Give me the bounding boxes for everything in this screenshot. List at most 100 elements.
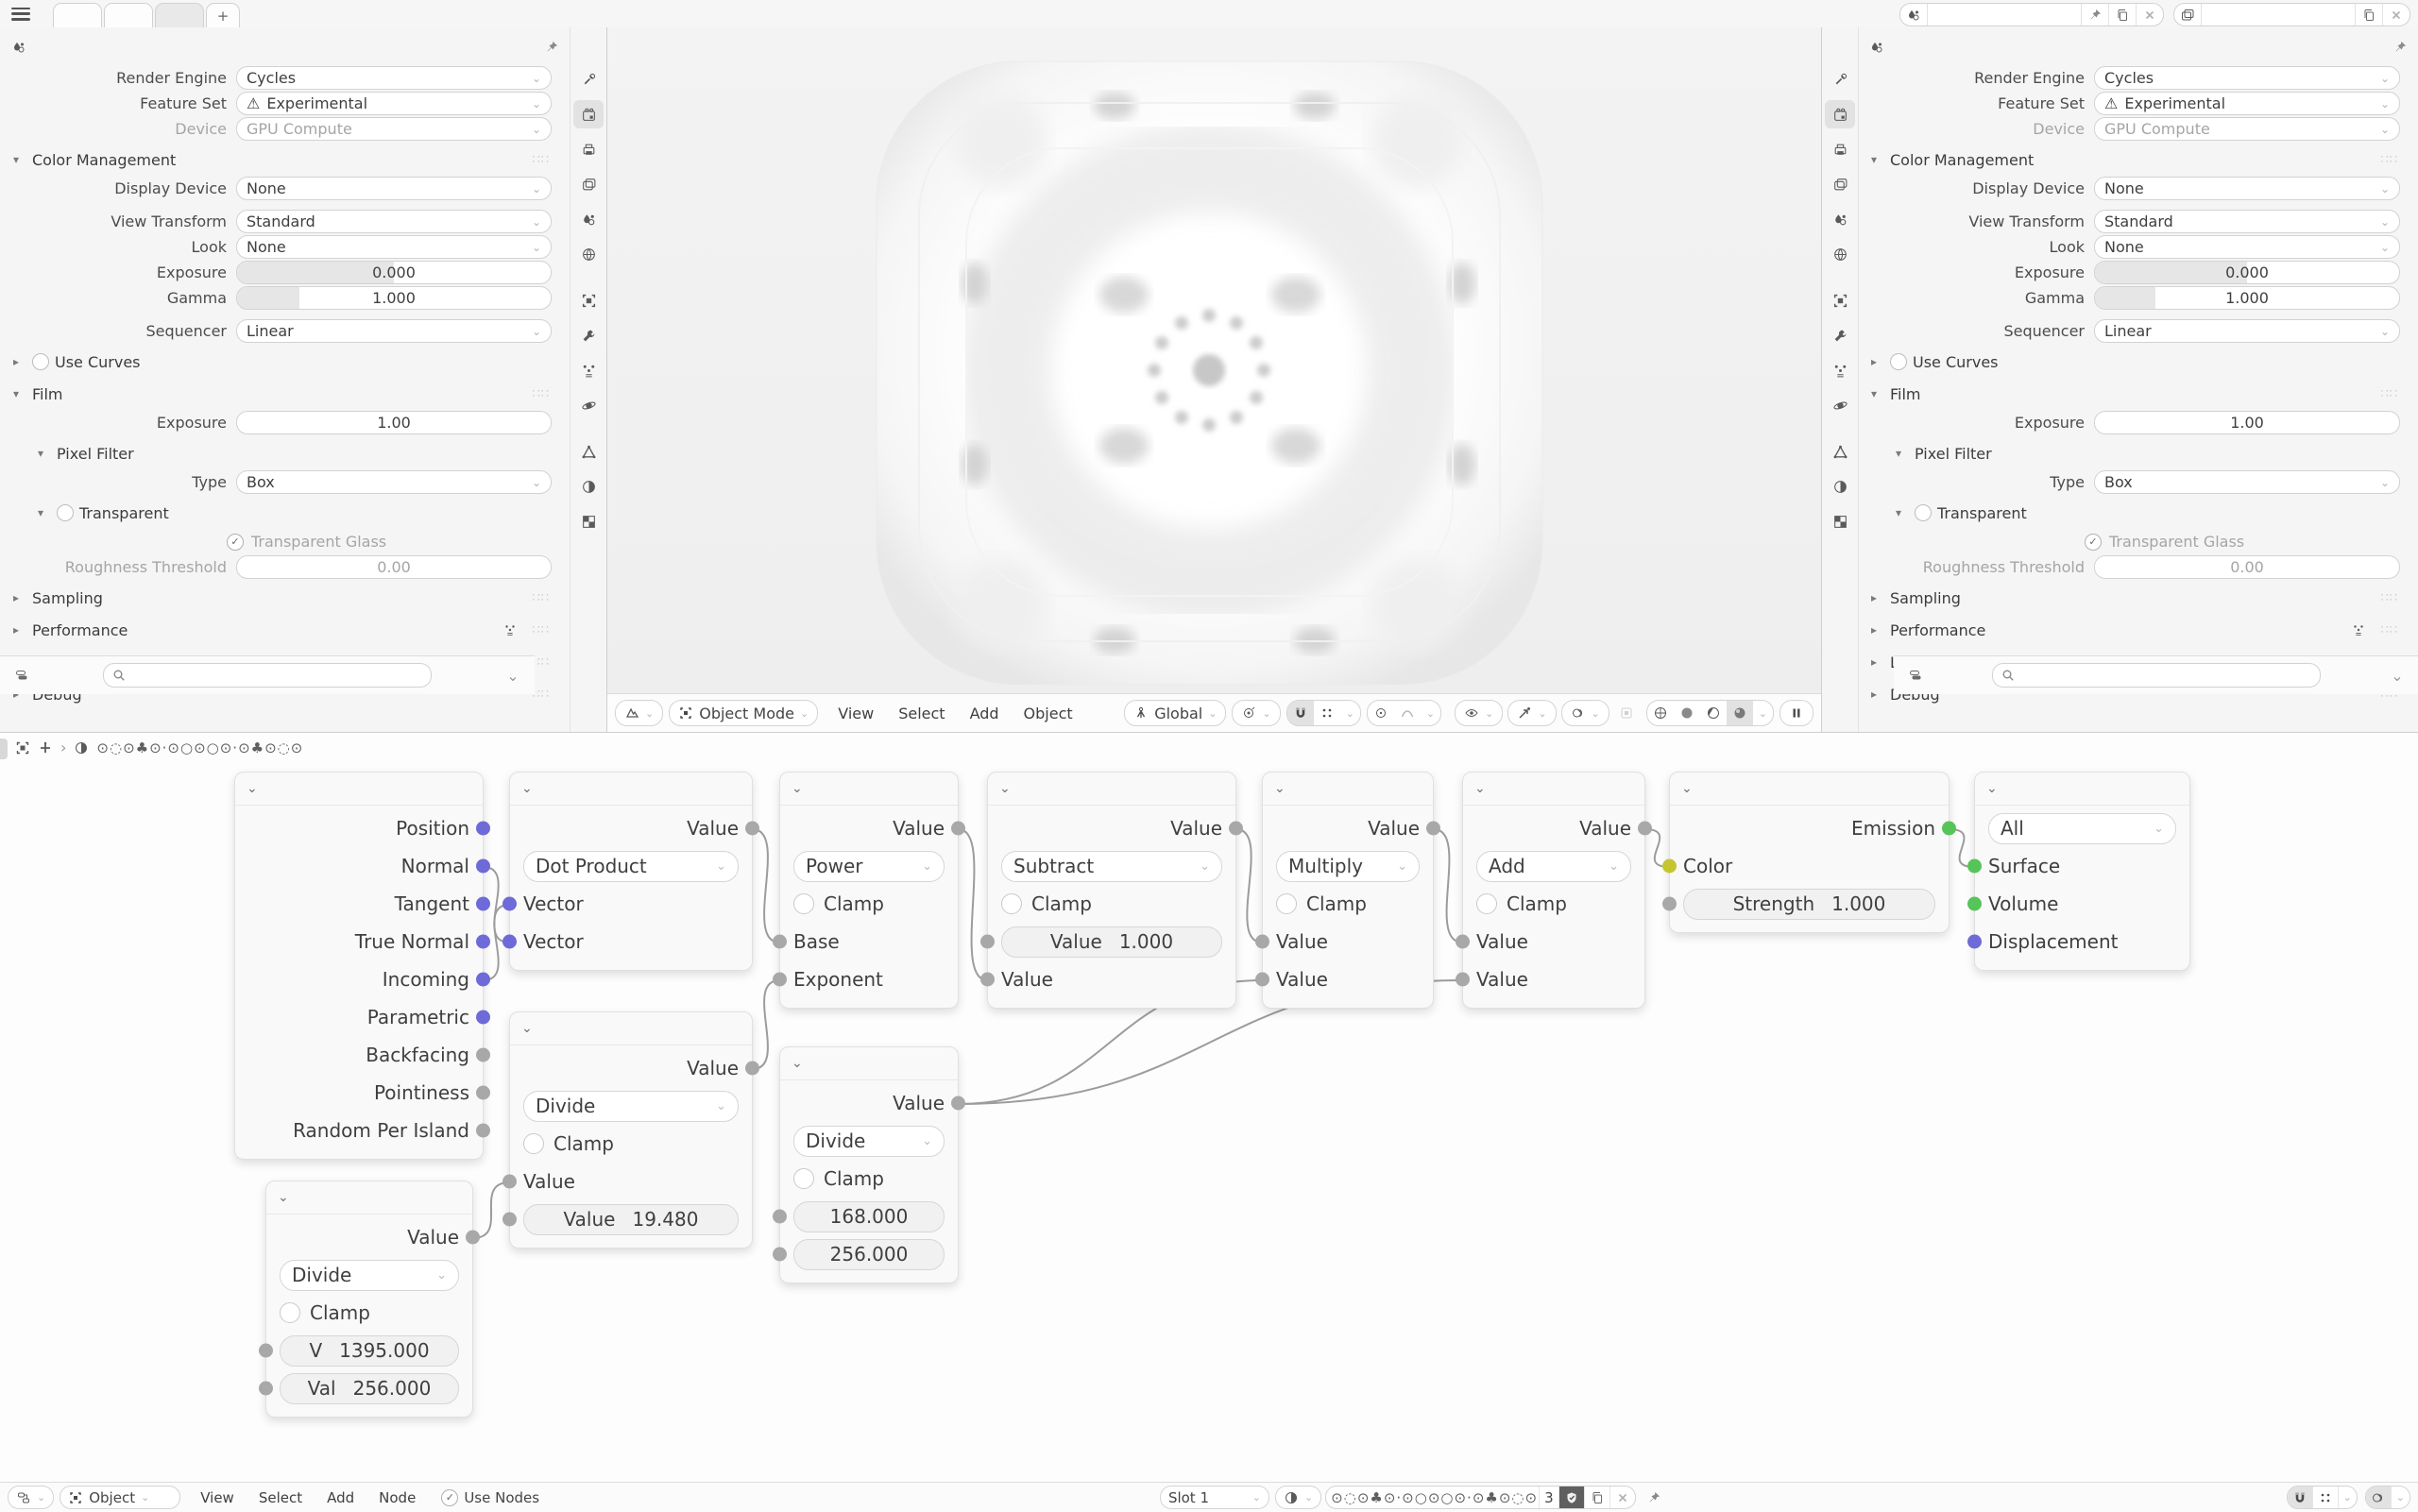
shading-wireframe-icon[interactable] [1647,701,1674,725]
collapse-chevron-icon[interactable]: ⌄ [1986,781,1998,796]
collapse-chevron-icon[interactable]: ⌄ [792,781,803,796]
properties-tab-object[interactable] [1825,286,1855,314]
drag-grip-icon[interactable]: ∷∷ [532,654,550,670]
copy-icon[interactable] [1585,1487,1610,1508]
snap-target-dropdown[interactable]: ⌄ [1232,700,1281,726]
drag-grip-icon[interactable]: ∷∷ [532,152,550,167]
dropdown-sequencer[interactable]: Linear ⌄ [2094,319,2400,343]
math-power-node[interactable]: ⌄ Value Power ⌄ Clamp Base Exponent [773,772,965,1009]
field-roughness-threshold[interactable]: 0.00 [2094,555,2400,579]
properties-tab-modifiers[interactable] [1825,321,1855,349]
copy-icon[interactable] [2109,4,2137,25]
clamp-checkbox[interactable] [793,1168,814,1189]
socket-value[interactable] [1255,934,1269,949]
value-field[interactable]: Strength 1.000 [1683,888,1935,920]
drag-grip-icon[interactable]: ∷∷ [532,622,550,637]
socket-value[interactable] [476,1047,490,1062]
menu-add[interactable]: Add [969,704,999,722]
properties-tab-output[interactable] [573,135,604,163]
clamp-checkbox[interactable] [1276,893,1297,914]
value-field[interactable]: Value 1.000 [1001,926,1222,958]
material-output-node[interactable]: ⌄ All ⌄ Surface Volume Displacement [1967,772,2190,971]
pin-icon[interactable] [1642,1486,1666,1510]
properties-tab-scene[interactable] [573,205,604,233]
operation-dropdown[interactable]: Dot Product ⌄ [523,850,739,882]
properties-tab-texture[interactable] [1825,507,1855,535]
use-nodes-checkbox[interactable]: ✓ Use Nodes [441,1488,539,1506]
menu-select[interactable]: Select [898,704,945,722]
panel-header-sampling[interactable]: ▸ Sampling ∷∷ [1871,588,2398,607]
collapse-chevron-icon[interactable]: ⌄ [521,1021,533,1036]
value-field[interactable]: Val 256.000 [280,1372,459,1404]
socket-value[interactable] [259,1381,273,1396]
socket-value[interactable] [502,1212,517,1227]
properties-tab-render[interactable] [573,100,604,128]
socket-vector[interactable] [476,896,490,911]
pin-icon[interactable] [544,40,559,55]
checkbox[interactable] [57,504,74,521]
properties-tab-object[interactable] [573,286,604,314]
operation-dropdown[interactable]: Divide ⌄ [793,1125,945,1157]
magnet-icon[interactable] [2287,1487,2313,1508]
filter-icon[interactable] [9,663,34,688]
socket-value[interactable] [980,972,995,987]
shading-solid-icon[interactable] [1674,701,1700,725]
socket-value[interactable] [502,1174,517,1189]
falloff-icon[interactable] [1394,701,1421,725]
properties-tab-viewlayer[interactable] [1825,170,1855,198]
panel-header-performance[interactable]: ▸ Performance ∷∷ [1871,620,2398,639]
operation-dropdown[interactable]: All ⌄ [1988,812,2176,844]
socket-vector[interactable] [1967,934,1982,949]
socket-value[interactable] [466,1230,480,1245]
checkbox[interactable] [1890,353,1907,370]
dropdown-render-engine[interactable]: Cycles ⌄ [2094,66,2400,90]
value-field[interactable]: V 1395.000 [280,1334,459,1367]
properties-tab-material[interactable] [573,472,604,501]
socket-vector[interactable] [476,934,490,949]
pause-button[interactable] [1779,700,1814,726]
main-menu-icon[interactable] [11,7,30,21]
scene-icon[interactable] [1900,4,1928,25]
properties-tab-tool[interactable] [573,65,604,93]
collapse-chevron-icon[interactable]: ⌄ [247,781,258,796]
properties-tab-texture[interactable] [573,507,604,535]
math-subtract-node[interactable]: ⌄ Value Subtract ⌄ Clamp Value 1.000 Value [980,772,1243,1009]
dropdown-look[interactable]: None ⌄ [236,235,552,259]
socket-value[interactable] [1229,821,1243,836]
properties-tab-modifiers[interactable] [573,321,604,349]
socket-value[interactable] [1255,972,1269,987]
socket-value[interactable] [773,1209,787,1224]
properties-tab-world[interactable] [573,240,604,268]
socket-value[interactable] [1456,972,1470,987]
proportional-edit-icon[interactable] [1368,701,1394,725]
properties-tab-viewlayer[interactable] [573,170,604,198]
clamp-checkbox[interactable] [280,1302,300,1323]
fake-user-shield-icon[interactable] [1558,1487,1585,1508]
math-divide-node-3[interactable]: ⌄ Value Divide ⌄ Clamp V 1395.000 Val 256.000 [259,1181,480,1418]
overlays-icon[interactable] [2365,1487,2392,1508]
gizmo-dropdown[interactable]: ⌄ [1507,700,1557,726]
properties-tab-output[interactable] [1825,135,1855,163]
collapse-chevron-icon[interactable]: ⌄ [999,781,1011,796]
collapse-chevron-icon[interactable]: ⌄ [1474,781,1486,796]
slider-exposure[interactable]: 0.000 [2094,261,2400,284]
drag-grip-icon[interactable]: ∷∷ [2380,386,2398,401]
socket-value[interactable] [745,1061,759,1076]
panel-header-film[interactable]: ▾ Film ∷∷ [13,384,550,403]
panel-header-transparent[interactable]: ▾ Transparent [38,503,169,522]
dropdown-display-device[interactable]: None ⌄ [236,177,552,200]
operation-dropdown[interactable]: Multiply ⌄ [1276,850,1420,882]
socket-shader[interactable] [1967,896,1982,911]
dropdown-device[interactable]: GPU Compute ⌄ [2094,117,2400,141]
dropdown-type[interactable]: Box ⌄ [2094,470,2400,494]
socket-value[interactable] [773,1247,787,1262]
snap-dots-icon[interactable] [1314,701,1340,725]
drag-grip-icon[interactable]: ∷∷ [532,687,550,702]
socket-value[interactable] [773,934,787,949]
properties-tab-particles[interactable] [573,356,604,384]
material-users-count[interactable]: 3 [1540,1487,1559,1508]
pin-icon[interactable] [2392,40,2408,55]
view-layer-icon[interactable] [2174,4,2202,25]
socket-vector[interactable] [476,1010,490,1025]
clamp-checkbox[interactable] [1001,893,1022,914]
